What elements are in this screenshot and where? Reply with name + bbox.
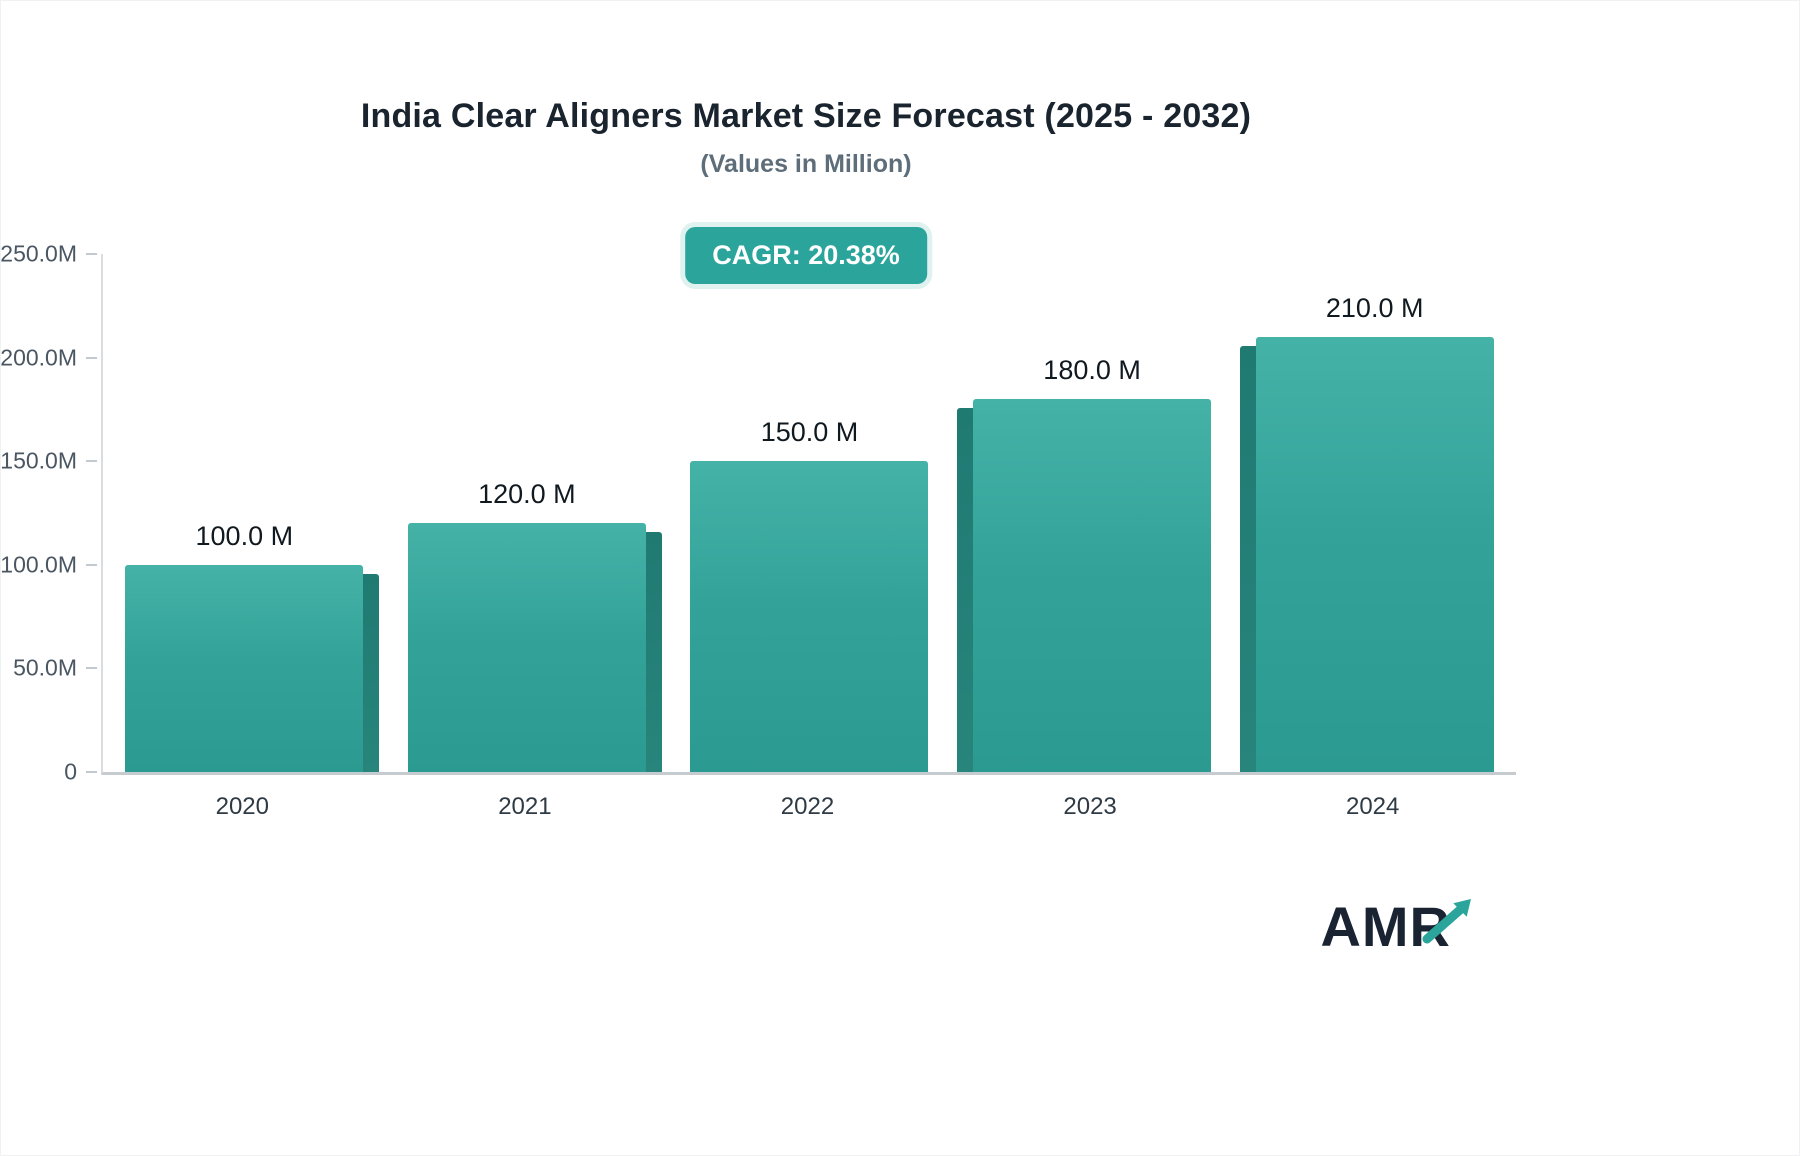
x-axis: 2020 2021 2022 2023 2024 [101,779,1514,821]
y-axis-label: 200.0M [0,344,77,371]
y-axis-label: 150.0M [0,447,77,474]
y-axis-tick [86,253,97,255]
bar-face [125,564,364,772]
logo-text: AMR [1320,895,1451,958]
cagr-badge: CAGR: 20.38% [685,227,927,284]
amr-logo: AMR [1320,894,1481,959]
y-axis-tick [86,460,97,463]
bar-2022: 150.0 M [690,417,929,772]
x-axis-label: 2021 [498,793,552,820]
chart-subtitle: (Values in Million) [700,150,912,178]
x-axis-label: 2023 [1063,793,1117,820]
bar-3d-side [362,573,380,772]
y-axis-tick [86,356,97,359]
plot-area: 100.0 M 120.0 M 150.0 M 180.0 M 210.0 M [101,254,1516,775]
y-axis-tick [86,771,97,773]
logo-arrow-icon [1422,898,1471,943]
bar-face [1255,336,1494,772]
x-axis-label: 2022 [780,793,835,820]
bar-value-label: 100.0 M [195,520,294,551]
y-axis-label: 50.0M [13,654,77,681]
bar-face [690,461,929,772]
bar-2023: 180.0 M [957,355,1212,772]
bar-3d-side [644,532,662,772]
bar-group: 100.0 M [103,254,386,772]
bar-3d-side [957,408,975,772]
bar-value-label: 180.0 M [1043,355,1141,386]
bar-value-label: 150.0 M [760,417,859,448]
bar-face [973,399,1212,772]
y-axis-tick [86,563,97,566]
chart-title: India Clear Aligners Market Size Forecas… [360,97,1252,135]
bar-face [407,523,646,772]
x-axis-label: 2024 [1345,793,1400,820]
bar-group: 180.0 M [951,254,1234,772]
y-axis-label: 250.0M [0,240,77,267]
bar-group: 150.0 M [668,254,951,772]
y-axis: 250.0M 200.0M 150.0M 100.0M 50.0M 0 [0,241,97,785]
y-axis-label: 100.0M [0,551,77,578]
x-axis-label: 2020 [215,793,269,820]
y-axis-tick [86,667,97,670]
bar-2024: 210.0 M [1239,293,1494,772]
y-axis-label: 0 [64,758,77,785]
bar-value-label: 210.0 M [1325,292,1424,323]
bar-2020: 100.0 M [125,521,380,772]
bar-group: 210.0 M [1233,254,1516,772]
bar-2021: 120.0 M [407,479,662,772]
bar-value-label: 120.0 M [478,479,576,510]
bar-3d-side [1239,345,1257,772]
bar-group: 120.0 M [386,254,669,772]
